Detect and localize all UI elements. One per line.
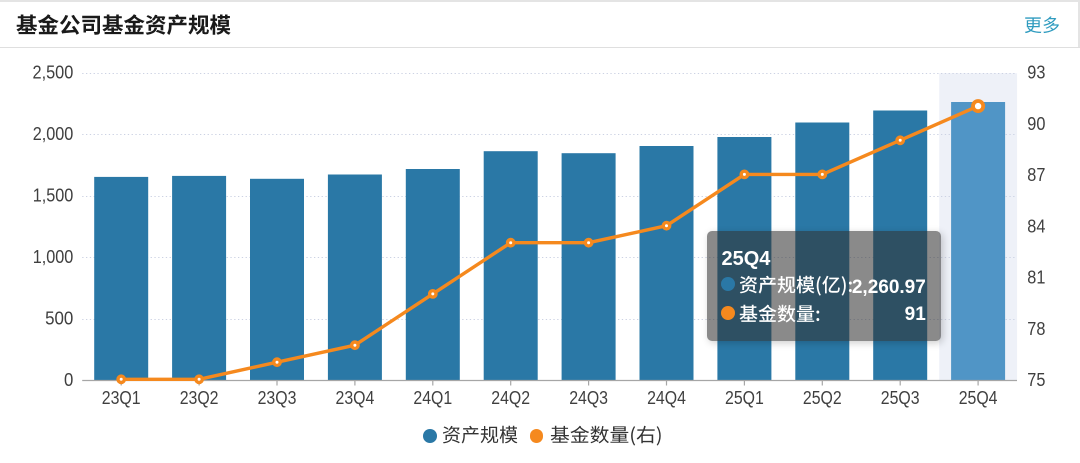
svg-text:2,000: 2,000 <box>33 123 74 144</box>
svg-text:25Q4: 25Q4 <box>959 387 998 408</box>
svg-text:84: 84 <box>1027 215 1045 236</box>
svg-text:78: 78 <box>1027 318 1045 339</box>
svg-text:25Q3: 25Q3 <box>881 387 920 408</box>
svg-text:500: 500 <box>45 308 73 329</box>
svg-text:23Q3: 23Q3 <box>258 387 297 408</box>
svg-text:23Q2: 23Q2 <box>180 387 219 408</box>
svg-text:25Q1: 25Q1 <box>725 387 764 408</box>
svg-text:93: 93 <box>1027 62 1045 83</box>
svg-text:90: 90 <box>1027 113 1045 134</box>
svg-text:24Q3: 24Q3 <box>569 387 608 408</box>
svg-text:1,500: 1,500 <box>33 185 74 206</box>
svg-text:25Q2: 25Q2 <box>803 387 842 408</box>
svg-text:24Q2: 24Q2 <box>491 387 530 408</box>
svg-text:24Q4: 24Q4 <box>647 387 686 408</box>
svg-text:1,000: 1,000 <box>33 246 74 267</box>
svg-text:75: 75 <box>1027 369 1045 390</box>
svg-text:23Q4: 23Q4 <box>336 387 375 408</box>
svg-text:2,500: 2,500 <box>33 62 74 83</box>
svg-text:23Q1: 23Q1 <box>102 387 141 408</box>
svg-text:81: 81 <box>1027 267 1045 288</box>
svg-text:0: 0 <box>64 369 73 390</box>
svg-text:24Q1: 24Q1 <box>413 387 452 408</box>
svg-text:87: 87 <box>1027 164 1045 185</box>
